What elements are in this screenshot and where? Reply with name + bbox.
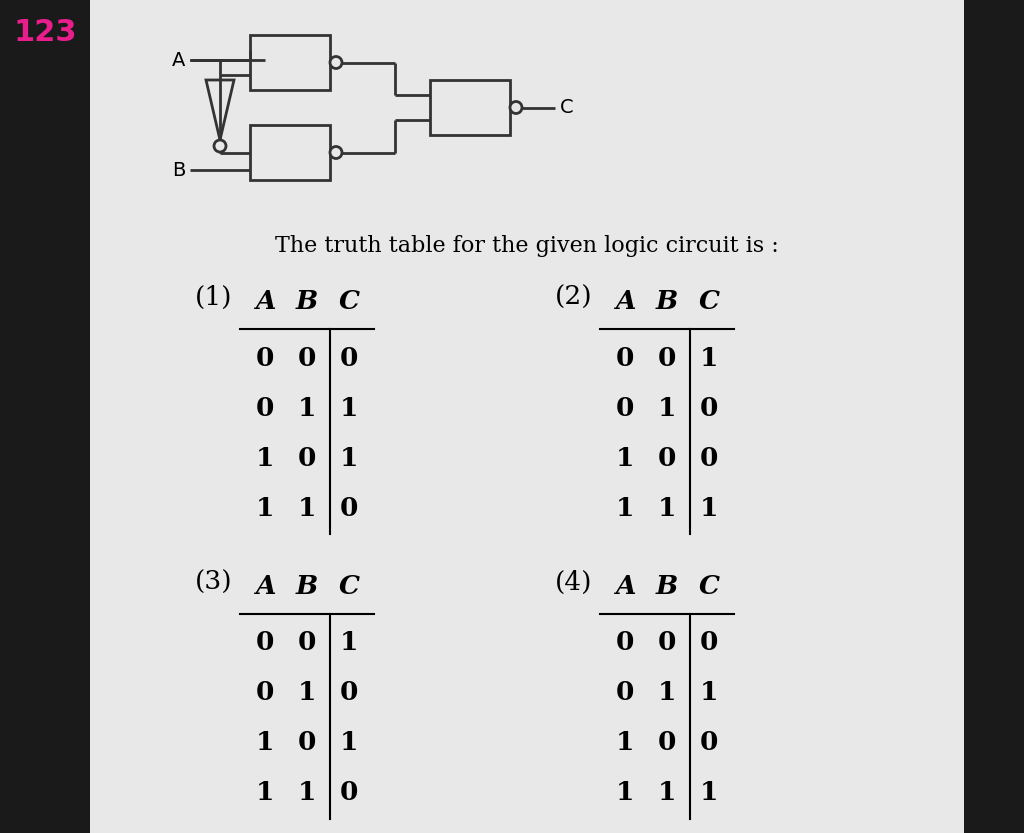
Text: 1: 1 xyxy=(615,446,634,471)
Text: 1: 1 xyxy=(615,731,634,756)
Circle shape xyxy=(214,140,226,152)
Text: 0: 0 xyxy=(298,346,316,371)
Circle shape xyxy=(330,57,342,68)
Text: A: A xyxy=(614,574,635,599)
Text: 0: 0 xyxy=(657,731,676,756)
Text: 1: 1 xyxy=(699,781,718,806)
Text: 1: 1 xyxy=(256,446,274,471)
Text: The truth table for the given logic circuit is :: The truth table for the given logic circ… xyxy=(275,235,779,257)
Text: 1: 1 xyxy=(256,781,274,806)
Text: 0: 0 xyxy=(340,681,358,706)
Text: 1: 1 xyxy=(699,346,718,371)
Text: 0: 0 xyxy=(256,631,274,656)
Text: B: B xyxy=(172,161,185,179)
Text: 0: 0 xyxy=(699,631,718,656)
Text: 0: 0 xyxy=(657,346,676,371)
Text: 1: 1 xyxy=(657,681,676,706)
Text: C: C xyxy=(339,289,359,314)
Text: C: C xyxy=(698,289,720,314)
Text: B: B xyxy=(296,574,318,599)
Text: 1: 1 xyxy=(340,731,358,756)
Text: 1: 1 xyxy=(340,396,358,421)
Text: A: A xyxy=(255,289,275,314)
Text: 0: 0 xyxy=(298,446,316,471)
Bar xyxy=(250,35,330,90)
Text: 0: 0 xyxy=(298,731,316,756)
Text: (4): (4) xyxy=(555,570,593,595)
Text: B: B xyxy=(656,289,678,314)
Circle shape xyxy=(510,102,522,113)
Text: 0: 0 xyxy=(298,631,316,656)
Text: 1: 1 xyxy=(657,496,676,521)
Bar xyxy=(430,80,510,135)
Text: 0: 0 xyxy=(340,346,358,371)
Text: A: A xyxy=(255,574,275,599)
Text: 1: 1 xyxy=(340,631,358,656)
Text: 1: 1 xyxy=(298,496,316,521)
Text: 0: 0 xyxy=(657,446,676,471)
Text: 0: 0 xyxy=(699,446,718,471)
Text: 1: 1 xyxy=(657,781,676,806)
Text: (3): (3) xyxy=(195,570,232,595)
Text: 1: 1 xyxy=(298,781,316,806)
Text: 0: 0 xyxy=(256,396,274,421)
Text: 1: 1 xyxy=(699,496,718,521)
Text: 0: 0 xyxy=(615,346,634,371)
Circle shape xyxy=(330,147,342,158)
Text: 0: 0 xyxy=(699,731,718,756)
Text: B: B xyxy=(656,574,678,599)
Text: 0: 0 xyxy=(340,496,358,521)
Text: 0: 0 xyxy=(256,681,274,706)
Text: 0: 0 xyxy=(615,396,634,421)
Text: 123: 123 xyxy=(13,18,77,47)
Text: 0: 0 xyxy=(615,631,634,656)
Text: C: C xyxy=(698,574,720,599)
Text: 1: 1 xyxy=(298,681,316,706)
Text: C: C xyxy=(339,574,359,599)
Text: 0: 0 xyxy=(340,781,358,806)
Text: 1: 1 xyxy=(256,496,274,521)
Bar xyxy=(0,0,90,833)
Text: B: B xyxy=(296,289,318,314)
Text: 0: 0 xyxy=(256,346,274,371)
Text: C: C xyxy=(560,98,573,117)
Text: 1: 1 xyxy=(340,446,358,471)
Text: 1: 1 xyxy=(699,681,718,706)
Bar xyxy=(964,0,1024,833)
Text: 0: 0 xyxy=(699,396,718,421)
Text: 0: 0 xyxy=(615,681,634,706)
Text: 1: 1 xyxy=(256,731,274,756)
Text: (2): (2) xyxy=(555,285,593,310)
Text: 1: 1 xyxy=(657,396,676,421)
Bar xyxy=(250,125,330,180)
Text: (1): (1) xyxy=(195,285,232,310)
Text: A: A xyxy=(614,289,635,314)
Text: 1: 1 xyxy=(615,496,634,521)
Text: A: A xyxy=(172,51,185,69)
Bar xyxy=(90,0,964,833)
Text: 1: 1 xyxy=(615,781,634,806)
Text: 1: 1 xyxy=(298,396,316,421)
Text: 0: 0 xyxy=(657,631,676,656)
